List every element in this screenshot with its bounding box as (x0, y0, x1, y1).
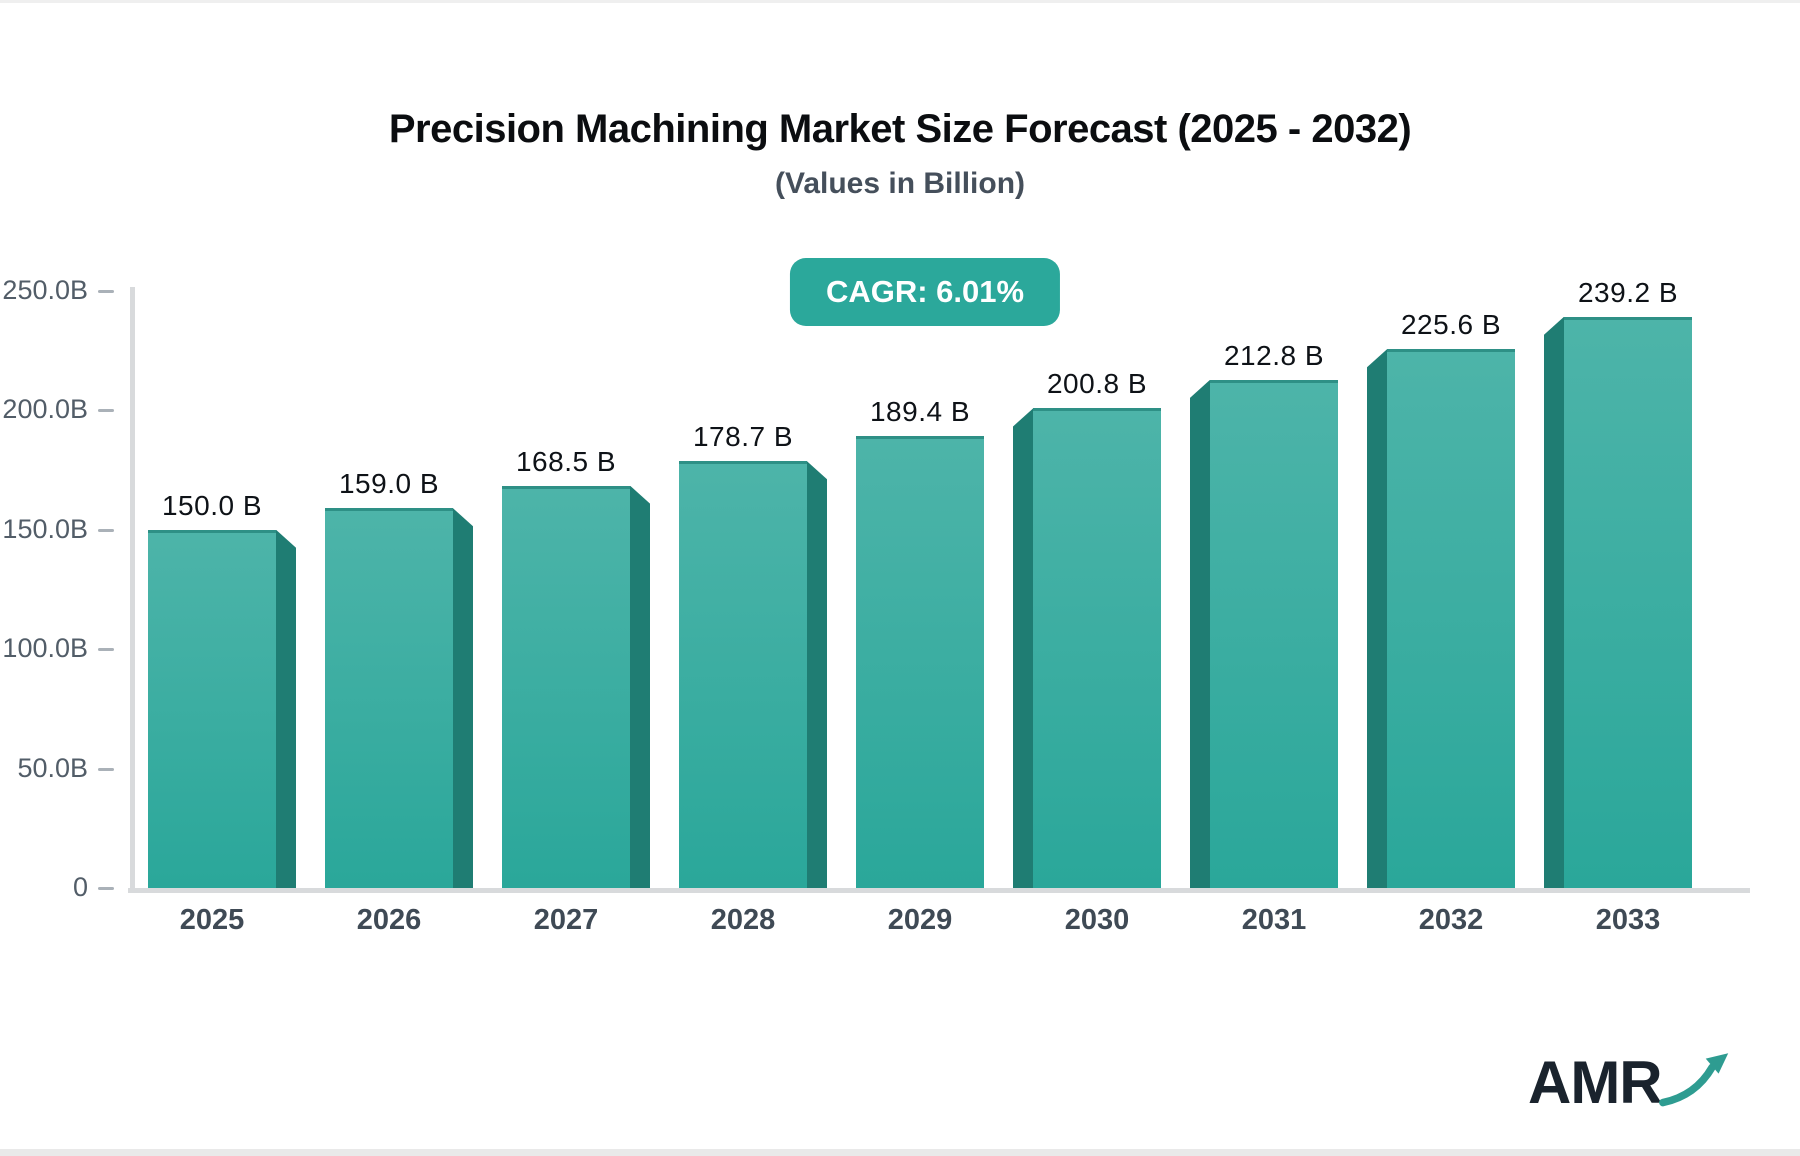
bar-value-label: 200.8 B (1046, 368, 1148, 400)
bar-side-panel (1367, 349, 1387, 888)
bar-side-panel (1544, 316, 1564, 888)
page-title: Precision Machining Market Size Forecast… (388, 107, 1412, 151)
amr-logo-text: AMR (1528, 1049, 1663, 1116)
y-tick-label: 100.0B (2, 633, 88, 664)
cagr-badge: CAGR: 6.01% (789, 258, 1061, 326)
bar[interactable] (148, 529, 276, 888)
y-tick-label: 0 (72, 872, 88, 902)
bar[interactable] (502, 485, 630, 888)
bar[interactable] (1210, 379, 1338, 888)
x-axis-label: 2028 (710, 904, 776, 936)
growth-arrow-icon (1659, 1053, 1729, 1107)
y-tick-mark (98, 409, 114, 413)
x-axis-label: 2032 (1418, 904, 1484, 936)
bar[interactable] (679, 461, 807, 888)
x-axis-label: 2026 (356, 904, 422, 936)
bar-value-label: 225.6 B (1400, 309, 1502, 341)
bar-value-label: 159.0 B (338, 468, 440, 500)
y-axis-line (130, 287, 135, 893)
x-axis-line (128, 888, 1750, 893)
y-tick-mark (98, 528, 114, 532)
x-axis-label: 2029 (887, 904, 953, 936)
y-tick-mark (98, 887, 114, 890)
y-tick-mark (98, 648, 114, 652)
x-axis-label: 2033 (1595, 904, 1661, 936)
cagr-badge-label: CAGR: 6.01% (825, 274, 1025, 309)
y-tick-label: 200.0B (2, 394, 88, 425)
amr-logo: AMR (1528, 1041, 1738, 1125)
bar-side-panel (630, 485, 650, 888)
bar-side-panel (1190, 379, 1210, 888)
bar[interactable] (325, 508, 453, 888)
bar-chart: 0 50.0B 100.0B 150.0B 200.0B 250.0B 150.0 B 202… (0, 3, 1800, 1156)
x-axis-label: 2027 (533, 904, 599, 936)
bar-value-label: 189.4 B (869, 395, 971, 427)
bar-value-label: 178.7 B (692, 421, 794, 453)
y-tick-label: 50.0B (17, 752, 88, 783)
bar-value-label: 150.0 B (161, 489, 263, 521)
bar-side-panel (1013, 408, 1033, 888)
bar-value-label: 239.2 B (1577, 276, 1679, 308)
y-tick-label: 150.0B (2, 513, 88, 544)
x-axis-label: 2031 (1241, 904, 1307, 936)
y-tick-mark (98, 767, 114, 771)
bar-value-label: 212.8 B (1223, 339, 1325, 371)
bar-side-panel (276, 529, 296, 888)
bar-side-panel (807, 461, 827, 888)
bar[interactable] (1387, 349, 1515, 888)
bar[interactable] (1033, 408, 1161, 888)
y-tick-mark (98, 290, 114, 293)
bar[interactable] (856, 435, 984, 888)
bottom-border (0, 1149, 1800, 1156)
bar[interactable] (1564, 316, 1692, 888)
bar-value-label: 168.5 B (515, 445, 617, 477)
bar-side-panel (453, 508, 473, 888)
x-axis-label: 2025 (179, 904, 245, 936)
x-axis-label: 2030 (1064, 904, 1130, 936)
page-subtitle: (Values in Billion) (774, 167, 1026, 200)
y-tick-label: 250.0B (2, 275, 88, 305)
